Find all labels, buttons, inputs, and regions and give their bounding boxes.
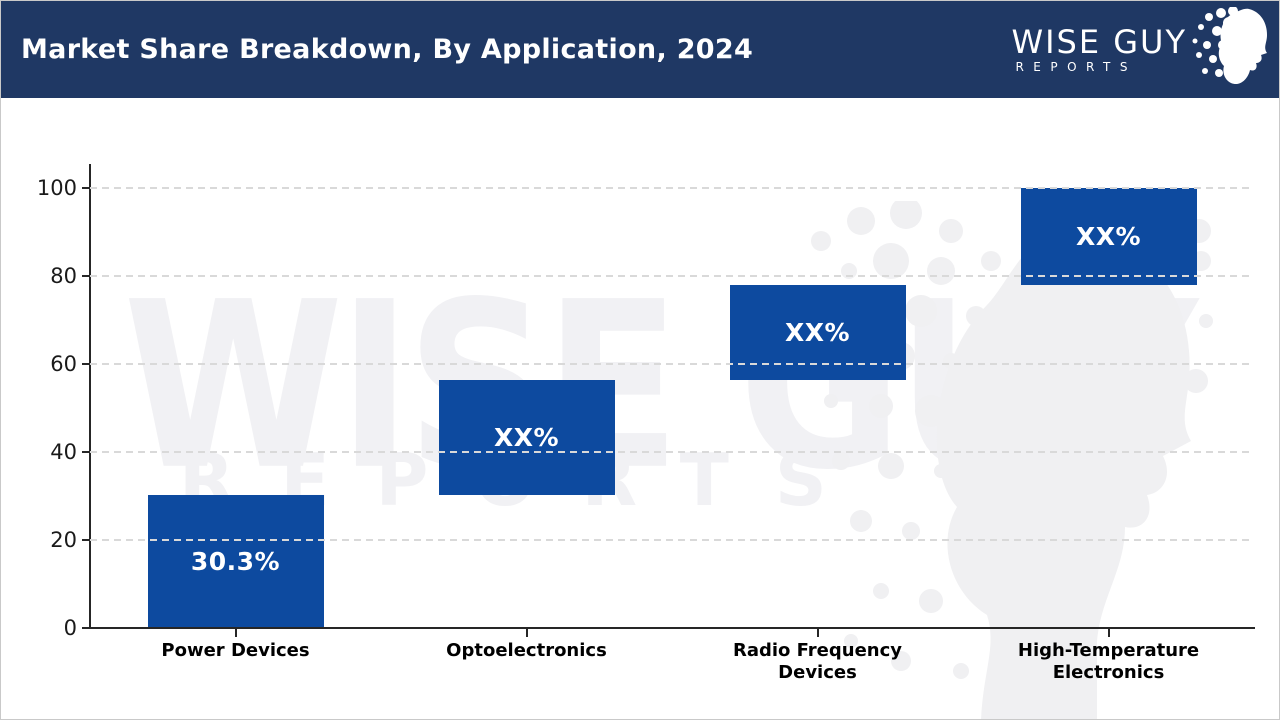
waterfall-bar-high-temperature-electronics [1020,188,1197,285]
x-axis-label-power-devices: Power Devices [161,640,310,661]
bar-value-label-high-temperature-electronics: XX% [1075,221,1142,251]
y-tick-60 [82,363,90,365]
bar-value-label-optoelectronics: XX% [493,422,560,452]
logo-wordmark: WISE GUY [1011,23,1187,61]
waterfall-bar-optoelectronics [438,379,615,495]
logo-head-icon [1192,7,1267,85]
wiseguy-logo: WISE GUY REPORTS [1011,7,1269,91]
header-bar: Market Share Breakdown, By Application, … [1,1,1279,98]
x-tick-radio-frequency-devices [816,628,819,637]
x-axis-label-optoelectronics: Optoelectronics [446,640,607,661]
gridline-80 [90,275,1254,277]
x-tick-optoelectronics [525,628,528,637]
x-tick-power-devices [234,628,237,637]
y-tick-label-60: 60 [50,352,77,376]
x-axis-line [89,627,1255,629]
gridline-20 [90,539,1254,541]
y-tick-100 [82,187,90,189]
y-tick-80 [82,275,90,277]
logo-subtext: REPORTS [1015,60,1137,74]
y-tick-label-40: 40 [50,440,77,464]
bar-value-label-power-devices: 30.3% [190,546,281,576]
gridline-60 [90,363,1254,365]
x-tick-high-temperature-electronics [1107,628,1110,637]
y-tick-40 [82,451,90,453]
waterfall-bar-power-devices [147,494,324,628]
y-tick-20 [82,539,90,541]
bar-value-label-radio-frequency-devices: XX% [784,317,851,347]
y-tick-label-0: 0 [63,616,77,640]
y-tick-label-80: 80 [50,264,77,288]
x-axis-label-high-temperature-electronics: High-Temperature Electronics [1017,640,1200,683]
y-tick-0 [82,627,90,629]
gridline-100 [90,187,1254,189]
x-axis-label-radio-frequency-devices: Radio Frequency Devices [732,640,903,683]
y-tick-label-20: 20 [50,528,77,552]
chart-title: Market Share Breakdown, By Application, … [21,34,754,65]
gridline-40 [90,451,1254,453]
y-tick-label-100: 100 [36,176,77,200]
y-axis-line [89,164,91,629]
logo-text: WISE GUY REPORTS [1011,24,1187,74]
